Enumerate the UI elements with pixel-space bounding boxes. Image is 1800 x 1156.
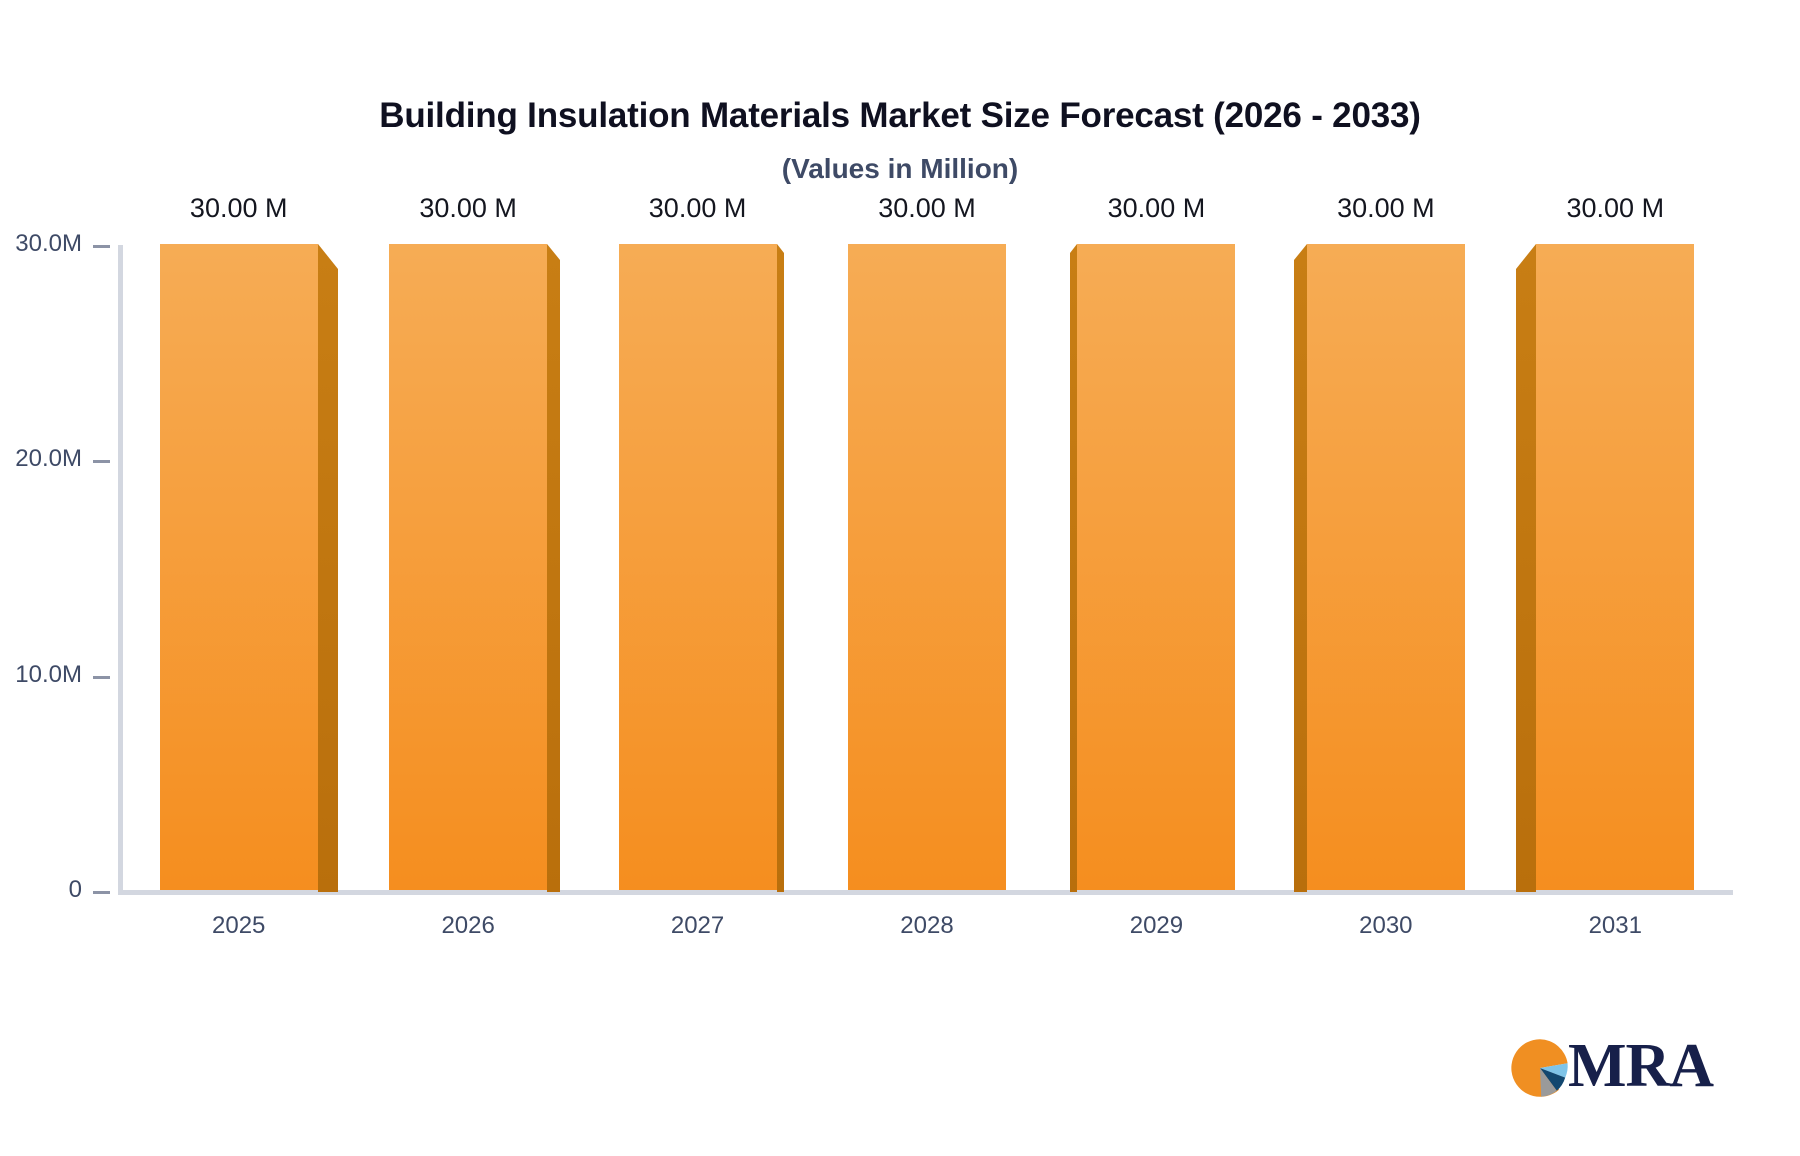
bar-value-label: 30.00 M [419,193,517,223]
bar-2028[interactable]: 30.00 M [848,193,1008,892]
page-title: Building Insulation Materials Market Siz… [379,96,1421,135]
bar-2031[interactable]: 30.00 M [1516,193,1695,892]
x-axis-label-2025: 2025 [212,912,266,939]
x-axis-label-2028: 2028 [900,912,954,939]
chart-subtitle: (Values in Million) [781,153,1019,185]
bar-shape[interactable] [1070,235,1237,892]
y-axis-tick-label: 10.0M [15,660,82,688]
y-axis-line [118,245,123,894]
x-axis-label-2026: 2026 [441,912,495,939]
bar-2027[interactable]: 30.00 M [618,193,784,892]
mra-logo: MRA [1510,1032,1720,1112]
bar-shape[interactable] [848,244,1008,892]
bar-2030[interactable]: 30.00 M [1293,193,1465,892]
bar-value-label: 30.00 M [189,193,288,223]
bar-shape[interactable] [159,219,340,892]
y-axis-tick-mark [93,460,110,464]
x-axis-label-2029: 2029 [1129,912,1184,939]
bar-side-face [547,244,561,892]
bar-side-face [776,244,784,892]
y-axis-tick-mark [93,891,110,894]
bar-front-face [1077,244,1236,890]
x-axis-line [118,890,1733,895]
bar-front-face [1306,244,1465,890]
bar-side-face [1293,244,1307,892]
pie-chart-logo-mark [1511,1039,1568,1097]
bar-front-face [159,244,318,890]
bar-side-face [1070,244,1078,892]
bar-shape[interactable] [389,228,562,892]
y-axis-tick-mark [93,675,110,679]
bar-2026[interactable]: 30.00 M [389,193,561,892]
x-axis-label-2031: 2031 [1588,912,1642,939]
bar-shape[interactable] [618,235,786,892]
bar-value-label: 30.00 M [1107,193,1206,223]
x-axis-label-2027: 2027 [670,912,725,939]
bar-value-label: 30.00 M [1337,193,1435,223]
x-axis-labels: 2025 2026 2027 2028 2029 2030 2031 [124,912,1730,952]
bar-side-face [317,244,338,892]
bars-layer: 30.00 M 30.00 M 30.00 M 30.00 M 30.00 M 30.00… [124,193,1730,892]
x-axis-label-2030: 2030 [1359,912,1413,939]
bar-value-label: 30.00 M [1566,193,1665,223]
bar-front-face [848,244,1006,890]
bar-2025[interactable]: 30.00 M [159,193,338,892]
bar-value-label: 30.00 M [878,193,976,223]
y-axis-tick-mark [93,245,110,248]
y-axis-tick-label: 0 [68,876,82,903]
bar-side-face [1516,244,1537,892]
logo-text: MRA [1568,1032,1714,1100]
bar-shape[interactable] [1516,219,1696,892]
title-block: Building Insulation Materials Market Siz… [0,96,1800,185]
y-axis-tick-label: 30.0M [15,230,82,257]
bar-front-face [1536,244,1695,890]
bar-front-face [618,244,777,890]
bar-value-label: 30.00 M [648,193,747,223]
bar-front-face [389,244,548,890]
bar-2029[interactable]: 30.00 M [1070,193,1236,892]
y-axis-tick-label: 20.0M [15,445,82,473]
bar-shape[interactable] [1293,228,1467,892]
